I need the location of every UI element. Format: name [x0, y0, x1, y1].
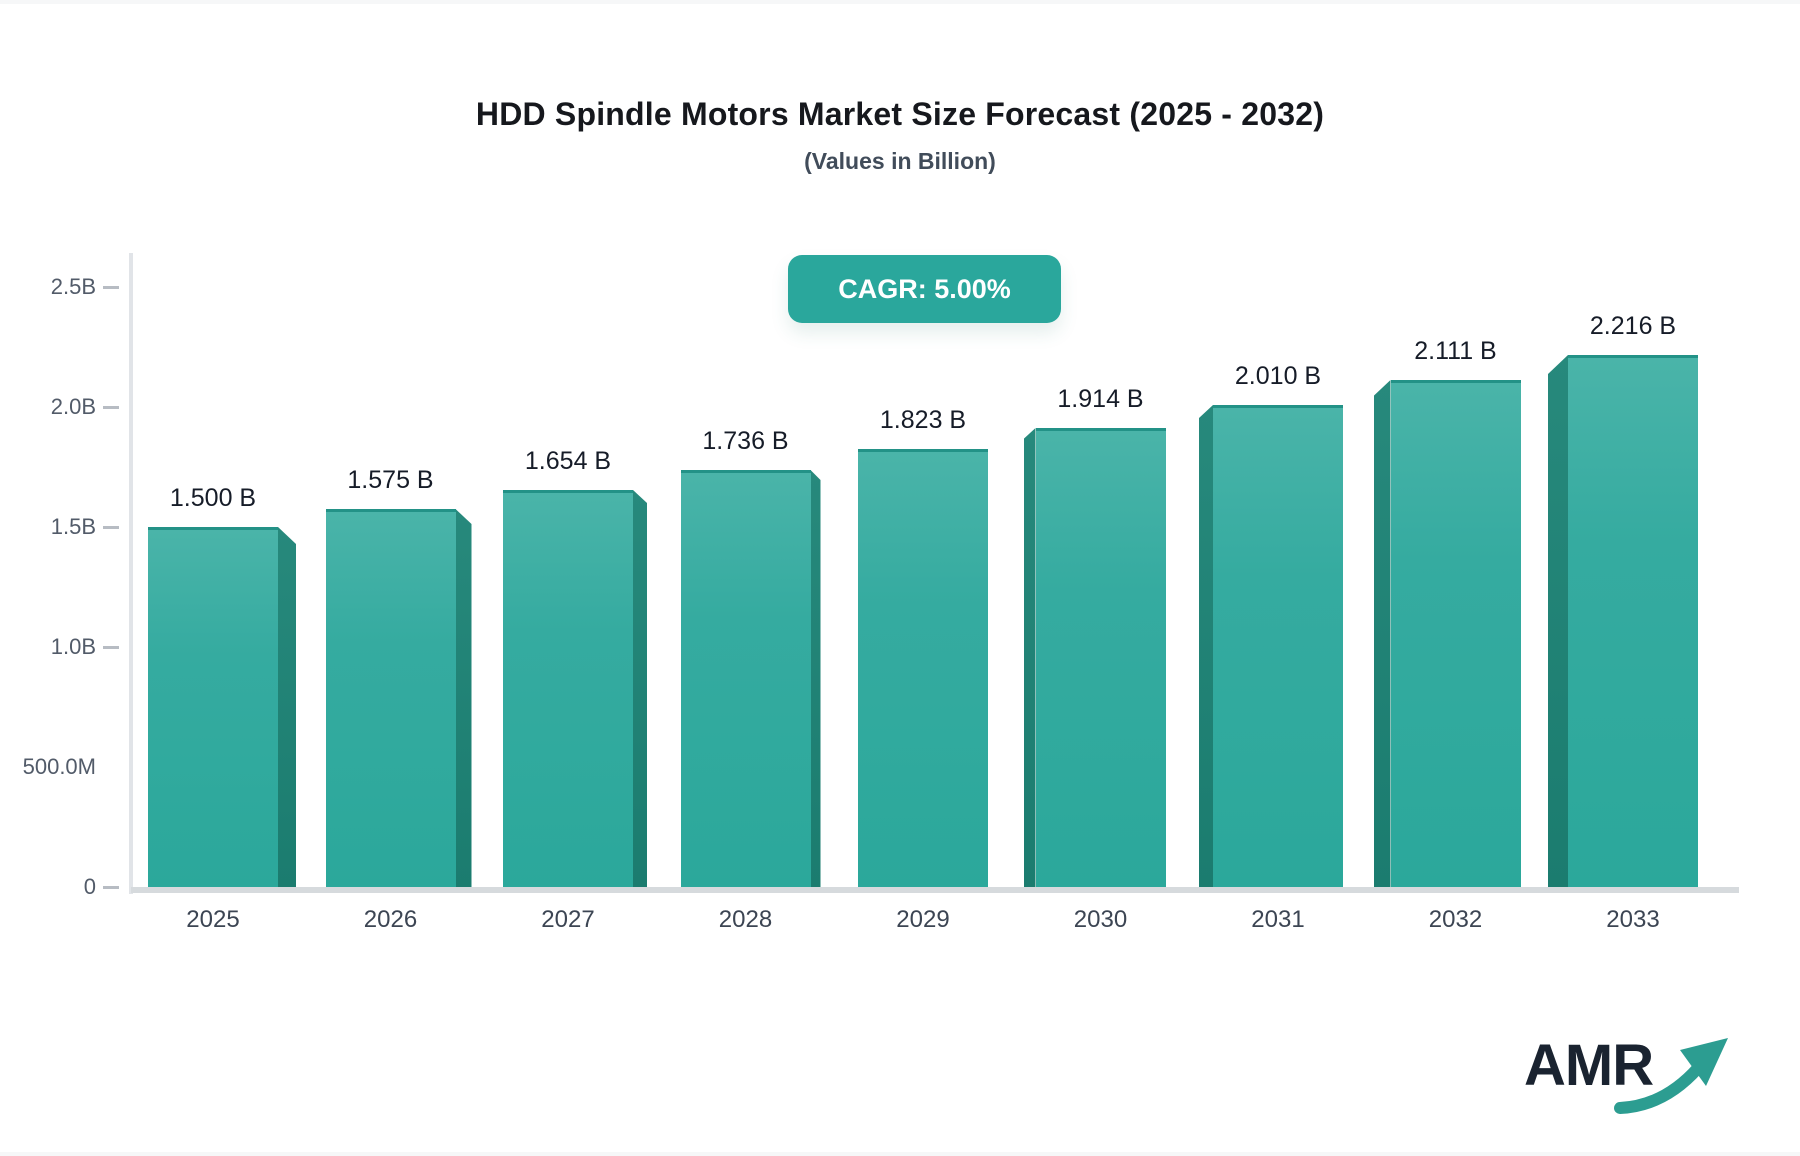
y-tick-label-1.0B: 1.0B [50, 634, 96, 659]
bar-side-2026 [455, 509, 472, 887]
year-label-2027: 2027 [541, 906, 595, 933]
chart-subtitle: (Values in Billion) [804, 148, 996, 174]
y-tick-dash-1.0B [103, 646, 119, 649]
bar-side-2031 [1199, 405, 1213, 887]
year-label-2025: 2025 [186, 906, 240, 933]
bar-value-2029: 1.823 B [879, 406, 967, 434]
cagr-badge-label: CAGR: 5.00% [838, 273, 1011, 304]
page-bottom-edge [0, 1152, 1800, 1156]
y-tick-label-1.5B: 1.5B [50, 514, 96, 539]
bar-2030[interactable] [1035, 428, 1166, 887]
year-label-2026: 2026 [363, 906, 418, 933]
bar-2028[interactable] [680, 470, 811, 887]
bar-value-2032: 2.111 B [1414, 337, 1497, 365]
y-tick-dash-2.0B [103, 406, 119, 409]
y-tick-label-500.0M: 500.0M [22, 754, 96, 779]
bar-side-2033 [1548, 355, 1568, 887]
y-axis-line [129, 253, 133, 894]
bar-2025[interactable] [148, 527, 278, 887]
year-label-2033: 2033 [1606, 906, 1660, 933]
y-tick-dash-1.5B [103, 526, 119, 529]
year-label-2032: 2032 [1428, 906, 1483, 933]
chart-title: HDD Spindle Motors Market Size Forecast … [475, 96, 1325, 132]
logo-amr-text: AMR [1524, 1033, 1654, 1098]
bar-value-2027: 1.654 B [524, 447, 612, 475]
bar-2033[interactable] [1568, 355, 1698, 887]
bar-value-2028: 1.736 B [702, 427, 789, 455]
page-top-edge [0, 0, 1800, 4]
bar-value-2031: 2.010 B [1234, 362, 1322, 390]
y-tick-label-2.5B: 2.5B [50, 274, 96, 299]
bar-2032[interactable] [1390, 380, 1521, 887]
year-label-2029: 2029 [896, 906, 950, 933]
year-label-2030: 2030 [1073, 906, 1128, 933]
bar-2026[interactable] [325, 509, 456, 887]
y-tick-dash-2.5B [103, 286, 119, 289]
y-tick-label-0: 0 [83, 874, 96, 899]
y-tick-label-2.0B: 2.0B [50, 394, 96, 419]
bar-2027[interactable] [503, 490, 633, 887]
bar-side-2032 [1373, 380, 1391, 887]
cagr-badge: CAGR: 5.00% [788, 255, 1061, 323]
bar-2031[interactable] [1213, 405, 1343, 887]
trend-up-arrow-icon [1614, 1038, 1728, 1114]
bar-side-2025 [278, 527, 296, 887]
x-axis-baseline [131, 887, 1739, 893]
bar-value-2033: 2.216 B [1589, 312, 1677, 340]
bar-side-2027 [633, 490, 647, 887]
bar-value-2025: 1.500 B [169, 484, 257, 512]
bar-value-2030: 1.914 B [1057, 385, 1144, 413]
year-label-2028: 2028 [718, 906, 773, 933]
bar-value-2026: 1.575 B [347, 466, 434, 494]
bar-side-2030 [1023, 428, 1036, 887]
y-tick-dash-0 [103, 886, 119, 889]
bar-side-2028 [810, 470, 821, 887]
bar-2029[interactable] [858, 449, 988, 887]
year-label-2031: 2031 [1251, 906, 1305, 933]
logo-amr: AMR [1524, 1024, 1734, 1124]
